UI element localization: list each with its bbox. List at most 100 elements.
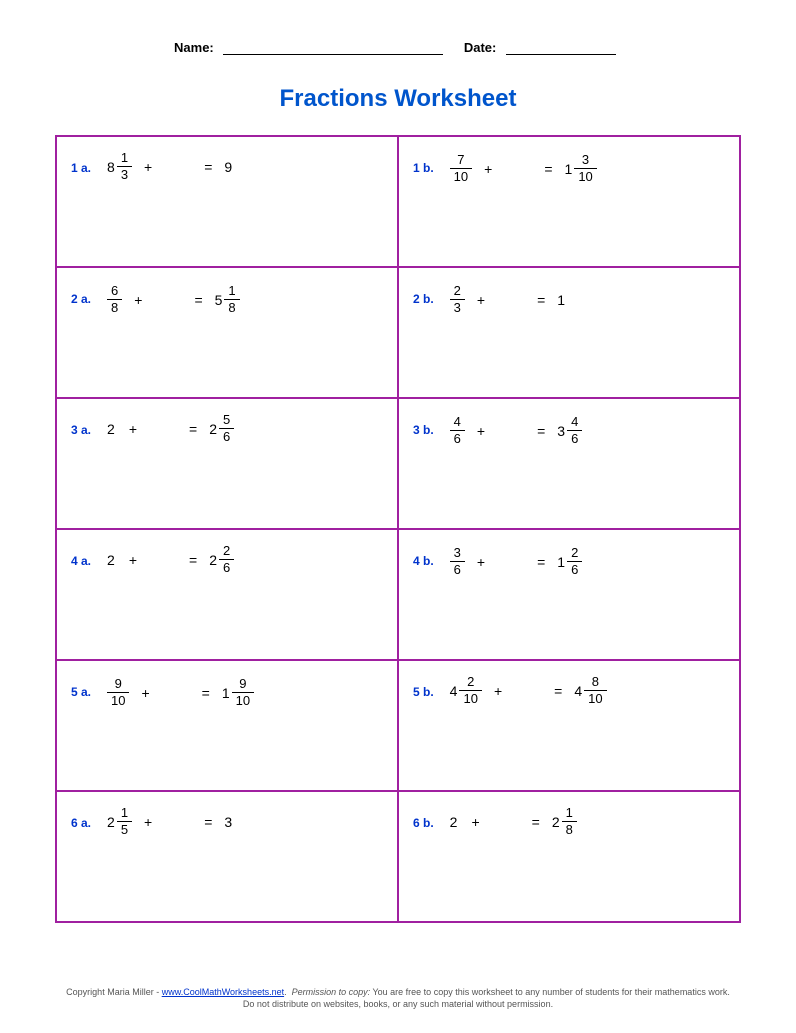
fraction: 210 [459, 675, 481, 707]
mixed-number: 2 [107, 421, 117, 437]
fraction: 26 [567, 546, 582, 578]
numerator: 3 [450, 546, 465, 561]
whole-part: 2 [107, 552, 115, 568]
fraction: 46 [450, 415, 465, 447]
whole-part: 1 [557, 292, 565, 308]
plus-operator: + [144, 814, 152, 830]
plus-operator: + [141, 685, 149, 701]
fraction: 13 [117, 151, 132, 183]
numerator: 9 [111, 677, 126, 692]
footer-link[interactable]: www.CoolMathWorksheets.net [162, 987, 284, 997]
plus-operator: + [477, 423, 485, 439]
equation: 2 + = 256 [101, 413, 240, 445]
denominator: 6 [219, 559, 234, 575]
plus-operator: + [484, 161, 492, 177]
denominator: 8 [224, 299, 239, 315]
mixed-number: 256 [209, 413, 234, 445]
fraction: 710 [450, 153, 472, 185]
whole-part: 3 [224, 814, 232, 830]
problem-label: 2 b. [413, 282, 434, 306]
mixed-number: 2 [450, 814, 460, 830]
denominator: 10 [584, 690, 606, 706]
fraction: 46 [567, 415, 582, 447]
mixed-number: 1310 [565, 153, 597, 185]
equals-sign: = [544, 161, 552, 177]
denominator: 5 [117, 821, 132, 837]
equals-sign: = [204, 814, 212, 830]
whole-part: 1 [565, 161, 573, 177]
fraction: 26 [219, 544, 234, 576]
date-label: Date: [464, 40, 497, 55]
problem-label: 3 b. [413, 413, 434, 437]
equals-sign: = [194, 292, 202, 308]
whole-part: 1 [557, 554, 565, 570]
numerator: 4 [567, 415, 582, 430]
denominator: 10 [450, 168, 472, 184]
mixed-number: 910 [107, 677, 129, 709]
denominator: 6 [450, 430, 465, 446]
fraction: 68 [107, 284, 122, 316]
problem-label: 5 b. [413, 675, 434, 699]
problem-label: 3 a. [71, 413, 91, 437]
whole-part: 4 [574, 683, 582, 699]
whole-part: 5 [215, 292, 223, 308]
equation: 215 + = 3 [101, 806, 240, 838]
denominator: 10 [107, 692, 129, 708]
numerator: 5 [219, 413, 234, 428]
problem-cell: 6 a.215+=3 [56, 791, 398, 922]
plus-operator: + [129, 421, 137, 437]
numerator: 6 [107, 284, 122, 299]
problem-label: 4 b. [413, 544, 434, 568]
problem-cell: 5 b.4210+=4810 [398, 660, 740, 791]
equals-sign: = [537, 292, 545, 308]
mixed-number: 2 [107, 552, 117, 568]
denominator: 10 [459, 690, 481, 706]
denominator: 6 [450, 561, 465, 577]
fraction: 18 [224, 284, 239, 316]
problem-cell: 5 a.910+=1910 [56, 660, 398, 791]
problem-label: 6 b. [413, 806, 434, 830]
equals-sign: = [554, 683, 562, 699]
numerator: 1 [117, 151, 132, 166]
problem-cell: 4 a.2+=226 [56, 529, 398, 660]
mixed-number: 36 [450, 546, 465, 578]
equals-sign: = [202, 685, 210, 701]
mixed-number: 518 [215, 284, 240, 316]
plus-operator: + [477, 292, 485, 308]
mixed-number: 346 [557, 415, 582, 447]
problem-cell: 3 b.46+=346 [398, 398, 740, 529]
whole-part: 1 [222, 685, 230, 701]
problem-label: 1 a. [71, 151, 91, 175]
whole-part: 2 [450, 814, 458, 830]
whole-part: 2 [107, 421, 115, 437]
equation: 2+=218 [444, 806, 583, 838]
plus-operator: + [494, 683, 502, 699]
equals-sign: = [537, 423, 545, 439]
numerator: 2 [219, 544, 234, 559]
equals-sign: = [189, 552, 197, 568]
equation: 23 + = 1 [444, 284, 573, 316]
denominator: 3 [450, 299, 465, 315]
fraction: 910 [107, 677, 129, 709]
numerator: 2 [567, 546, 582, 561]
denominator: 10 [232, 692, 254, 708]
plus-operator: + [144, 159, 152, 175]
numerator: 2 [463, 675, 478, 690]
denominator: 8 [562, 821, 577, 837]
equation: 813+=9 [101, 151, 240, 183]
whole-part: 2 [107, 814, 115, 830]
whole-part: 2 [209, 552, 217, 568]
problem-cell: 1 a.813+=9 [56, 136, 398, 267]
numerator: 2 [450, 284, 465, 299]
permission-label: Permission to copy: [292, 987, 371, 997]
fraction: 36 [450, 546, 465, 578]
equals-sign: = [204, 159, 212, 175]
whole-part: 9 [224, 159, 232, 175]
mixed-number: 68 [107, 284, 122, 316]
problem-cell: 6 b. 2+=218 [398, 791, 740, 922]
fraction: 910 [232, 677, 254, 709]
mixed-number: 3 [224, 814, 234, 830]
fraction: 810 [584, 675, 606, 707]
equals-sign: = [189, 421, 197, 437]
fraction: 15 [117, 806, 132, 838]
